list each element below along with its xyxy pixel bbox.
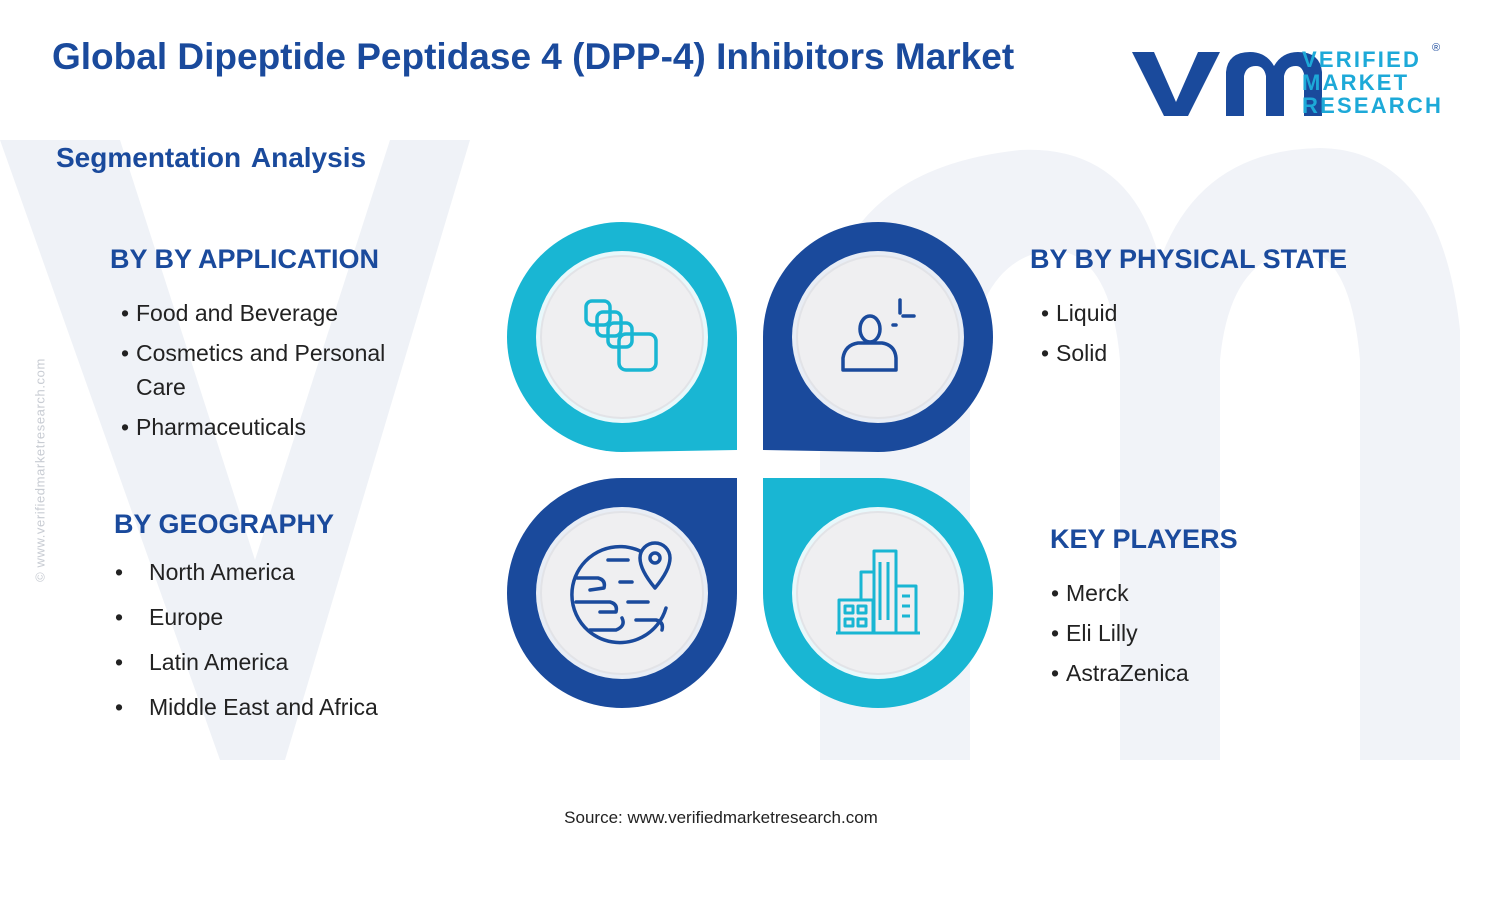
logo-line-research: RESEARCH [1302,93,1444,118]
list-item: Eli Lilly [1051,616,1351,650]
logo-wordmark: VERIFIED MARKET RESEARCH [1302,48,1443,117]
page-title: Global Dipeptide Peptidase 4 (DPP-4) Inh… [52,36,1015,77]
list-item: Pharmaceuticals [121,410,431,444]
list-item: Europe [115,600,445,634]
page-subtitle: Segmentation Analysis [56,142,367,173]
key-players-heading: KEY PLAYERS [1050,524,1238,554]
list-item: Middle East and Africa [115,690,445,724]
registered-mark: ® [1432,42,1441,54]
list-item: Liquid [1041,296,1341,330]
geography-list: North America Europe Latin America Middl… [115,555,445,724]
list-item: Solid [1041,336,1341,370]
list-item: Food and Beverage [121,296,431,330]
list-item: Merck [1051,576,1351,610]
physical-state-heading: BY BY PHYSICAL STATE [1030,244,1348,274]
person-plus-icon [841,298,916,372]
application-list: Food and Beverage Cosmetics and Personal… [121,296,431,444]
geography-heading: BY GEOGRAPHY [114,509,335,539]
list-item: Cosmetics and Personal Care [121,336,431,404]
buildings-icon [836,549,920,635]
petal-key-players [763,478,993,708]
key-players-list: Merck Eli Lilly AstraZenica [1051,576,1351,690]
list-item: Latin America [115,645,445,679]
list-item: North America [115,555,445,589]
source-footnote: Source: www.verifiedmarketresearch.com [564,808,878,827]
petal-geography [507,478,737,708]
globe-pin-icon [570,541,672,645]
blocks-icon [584,299,658,372]
application-heading: BY BY APPLICATION [110,244,380,274]
physical-state-list: Liquid Solid [1041,296,1341,370]
logo-line-market: MARKET [1302,70,1410,95]
verified-market-research-logo [1132,52,1322,116]
logo-line-verified: VERIFIED [1302,47,1422,72]
list-item: AstraZenica [1051,656,1351,690]
